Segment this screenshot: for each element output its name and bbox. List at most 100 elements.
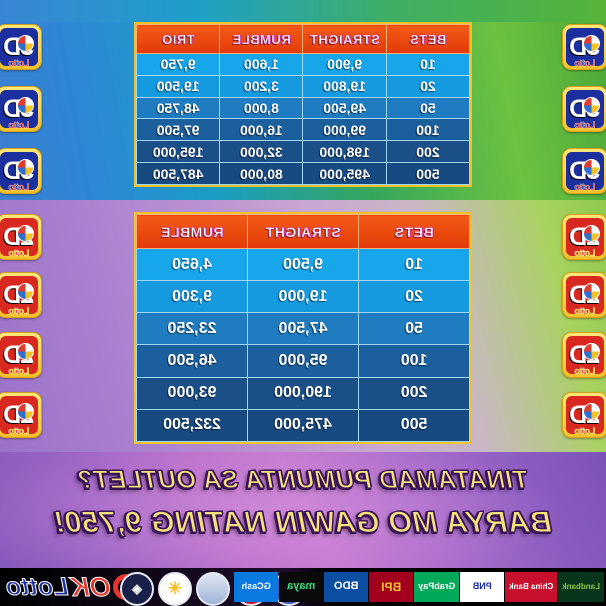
lotto-ball-icon <box>17 159 34 176</box>
payout-cell: 19,500 <box>136 75 220 98</box>
payout-cell: 47,500 <box>247 312 359 345</box>
shield-logo: ◈ <box>120 572 154 606</box>
column-header-straight: STRAIGHT <box>247 214 359 249</box>
headline-question: TINATAMAD PUMUNTA SA OUTLET? <box>77 466 529 495</box>
payout-cell: 97,500 <box>136 118 220 141</box>
payout-cell: 46,500 <box>136 344 248 378</box>
bet-amount-cell: 10 <box>386 53 470 76</box>
table-row: 100 95,000 46,500 <box>136 344 470 378</box>
table-header-row: BETS STRAIGHT RUMBLE <box>136 214 470 249</box>
payout-cell: 9,500 <box>247 248 359 281</box>
bet-amount-cell: 50 <box>386 97 470 119</box>
payout-cell: 48,750 <box>136 97 220 119</box>
table-row: 200 198,000 32,000 195,000 <box>136 140 470 163</box>
payout-cell: 190,000 <box>247 377 359 410</box>
badge-2d-lotto: 2D Lotto <box>562 392 606 438</box>
badge-3d-lotto: 3D Lotto <box>562 86 606 132</box>
payout-cell: 8,000 <box>219 97 303 119</box>
lotto-ball-icon <box>583 35 600 52</box>
payout-cell: 3,200 <box>219 75 303 98</box>
lotto-ball-icon <box>583 97 600 114</box>
bet-amount-cell: 100 <box>358 344 470 378</box>
badge-2d-lotto: 2D Lotto <box>562 272 606 318</box>
payout-cell: 9,750 <box>136 53 220 76</box>
badge-2d-lotto: 2D Lotto <box>0 332 42 378</box>
payout-cell: 195,000 <box>136 140 220 163</box>
table-row: 20 19,000 9,300 <box>136 280 470 313</box>
table-row: 10 9,500 4,650 <box>136 248 470 281</box>
table-row: 500 475,000 232,500 <box>136 409 470 442</box>
column-header-rumble: RUMBLE <box>136 214 248 249</box>
badge-2d-lotto: 2D Lotto <box>0 392 42 438</box>
payout-cell: 232,500 <box>136 409 248 442</box>
table-row: 50 49,500 8,000 48,750 <box>136 97 470 119</box>
bet-amount-cell: 10 <box>358 248 470 281</box>
badge-2d-lotto: 2D Lotto <box>562 214 606 260</box>
lotto-ball-icon <box>17 97 34 114</box>
payout-cell: 32,000 <box>219 140 303 163</box>
badge-3d-lotto: 3D Lotto <box>0 86 42 132</box>
lotto-ball-icon <box>583 225 600 242</box>
lotto-ball-icon <box>583 159 600 176</box>
lotto-ball-icon <box>17 225 34 242</box>
lotto-ball-icon <box>17 403 34 420</box>
gcash-logo: GCash <box>234 572 279 602</box>
badge-2d-lotto: 2D Lotto <box>0 214 42 260</box>
table-row: 500 495,000 80,000 487,500 <box>136 162 470 185</box>
bdo-logo: BDO <box>324 572 369 602</box>
payout-cell: 9,900 <box>303 53 387 76</box>
badge-3d-lotto: 3D Lotto <box>562 24 606 70</box>
maya-logo: maya <box>279 572 324 602</box>
pnb-logo: PNB <box>460 572 505 602</box>
payout-cell: 49,500 <box>303 97 387 119</box>
column-header-bets: BETS <box>358 214 470 249</box>
table-row: 100 99,000 16,000 97,500 <box>136 118 470 141</box>
payout-cell: 93,000 <box>136 377 248 410</box>
bet-amount-cell: 500 <box>358 409 470 442</box>
lotto-ball-icon <box>583 403 600 420</box>
payout-cell: 99,000 <box>303 118 387 141</box>
bet-amount-cell: 20 <box>358 280 470 313</box>
chinabank-logo: China Bank <box>505 572 558 602</box>
landbank-logo: Landbank <box>558 572 604 602</box>
payout-cell: 487,500 <box>136 162 220 185</box>
payment-logo-strip: Landbank China Bank PNB GrabPay BPI BDO … <box>234 572 604 602</box>
payout-cell: 23,250 <box>136 312 248 345</box>
badge-3d-lotto: 3D Lotto <box>562 148 606 194</box>
column-header-bets: BETS <box>386 24 470 54</box>
lotto-ball-icon <box>17 35 34 52</box>
lotto-ball-icon <box>17 283 34 300</box>
payout-cell: 9,300 <box>136 280 248 313</box>
payout-cell: 1,600 <box>219 53 303 76</box>
table-row: 50 47,500 23,250 <box>136 312 470 345</box>
badge-3d-lotto: 3D Lotto <box>0 148 42 194</box>
payout-cell: 19,800 <box>303 75 387 98</box>
lotto-ball-icon <box>583 343 600 360</box>
table-row: 200 190,000 93,000 <box>136 377 470 410</box>
table-row: 20 19,800 3,200 19,500 <box>136 75 470 98</box>
badge-2d-lotto: 2D Lotto <box>0 272 42 318</box>
headline-offer: BARYA MO GAWIN NATING 9,750! <box>54 506 553 540</box>
payout-cell: 80,000 <box>219 162 303 185</box>
lotto-ball-icon <box>17 343 34 360</box>
table-row: 10 9,900 1,600 9,750 <box>136 53 470 76</box>
badge-3d-lotto: 3D Lotto <box>0 24 42 70</box>
payout-table-3d: BETS STRAIGHT RUMBLE TRIO 10 9,900 1,600 9,750… <box>134 22 472 187</box>
bet-amount-cell: 200 <box>386 140 470 163</box>
table-header-row: BETS STRAIGHT RUMBLE TRIO <box>136 24 470 54</box>
grabpay-logo: GrabPay <box>414 572 460 602</box>
bet-amount-cell: 50 <box>358 312 470 345</box>
bet-amount-cell: 200 <box>358 377 470 410</box>
column-header-trio: TRIO <box>136 24 220 54</box>
payout-cell: 475,000 <box>247 409 359 442</box>
sun-logo: ☀ <box>158 572 192 606</box>
badge-2d-lotto: 2D Lotto <box>562 332 606 378</box>
payout-cell: 16,000 <box>219 118 303 141</box>
column-header-straight: STRAIGHT <box>303 24 387 54</box>
bet-amount-cell: 100 <box>386 118 470 141</box>
trophy-logo <box>196 572 230 606</box>
payout-cell: 198,000 <box>303 140 387 163</box>
lotto-ball-icon <box>583 283 600 300</box>
column-header-rumble: RUMBLE <box>219 24 303 54</box>
